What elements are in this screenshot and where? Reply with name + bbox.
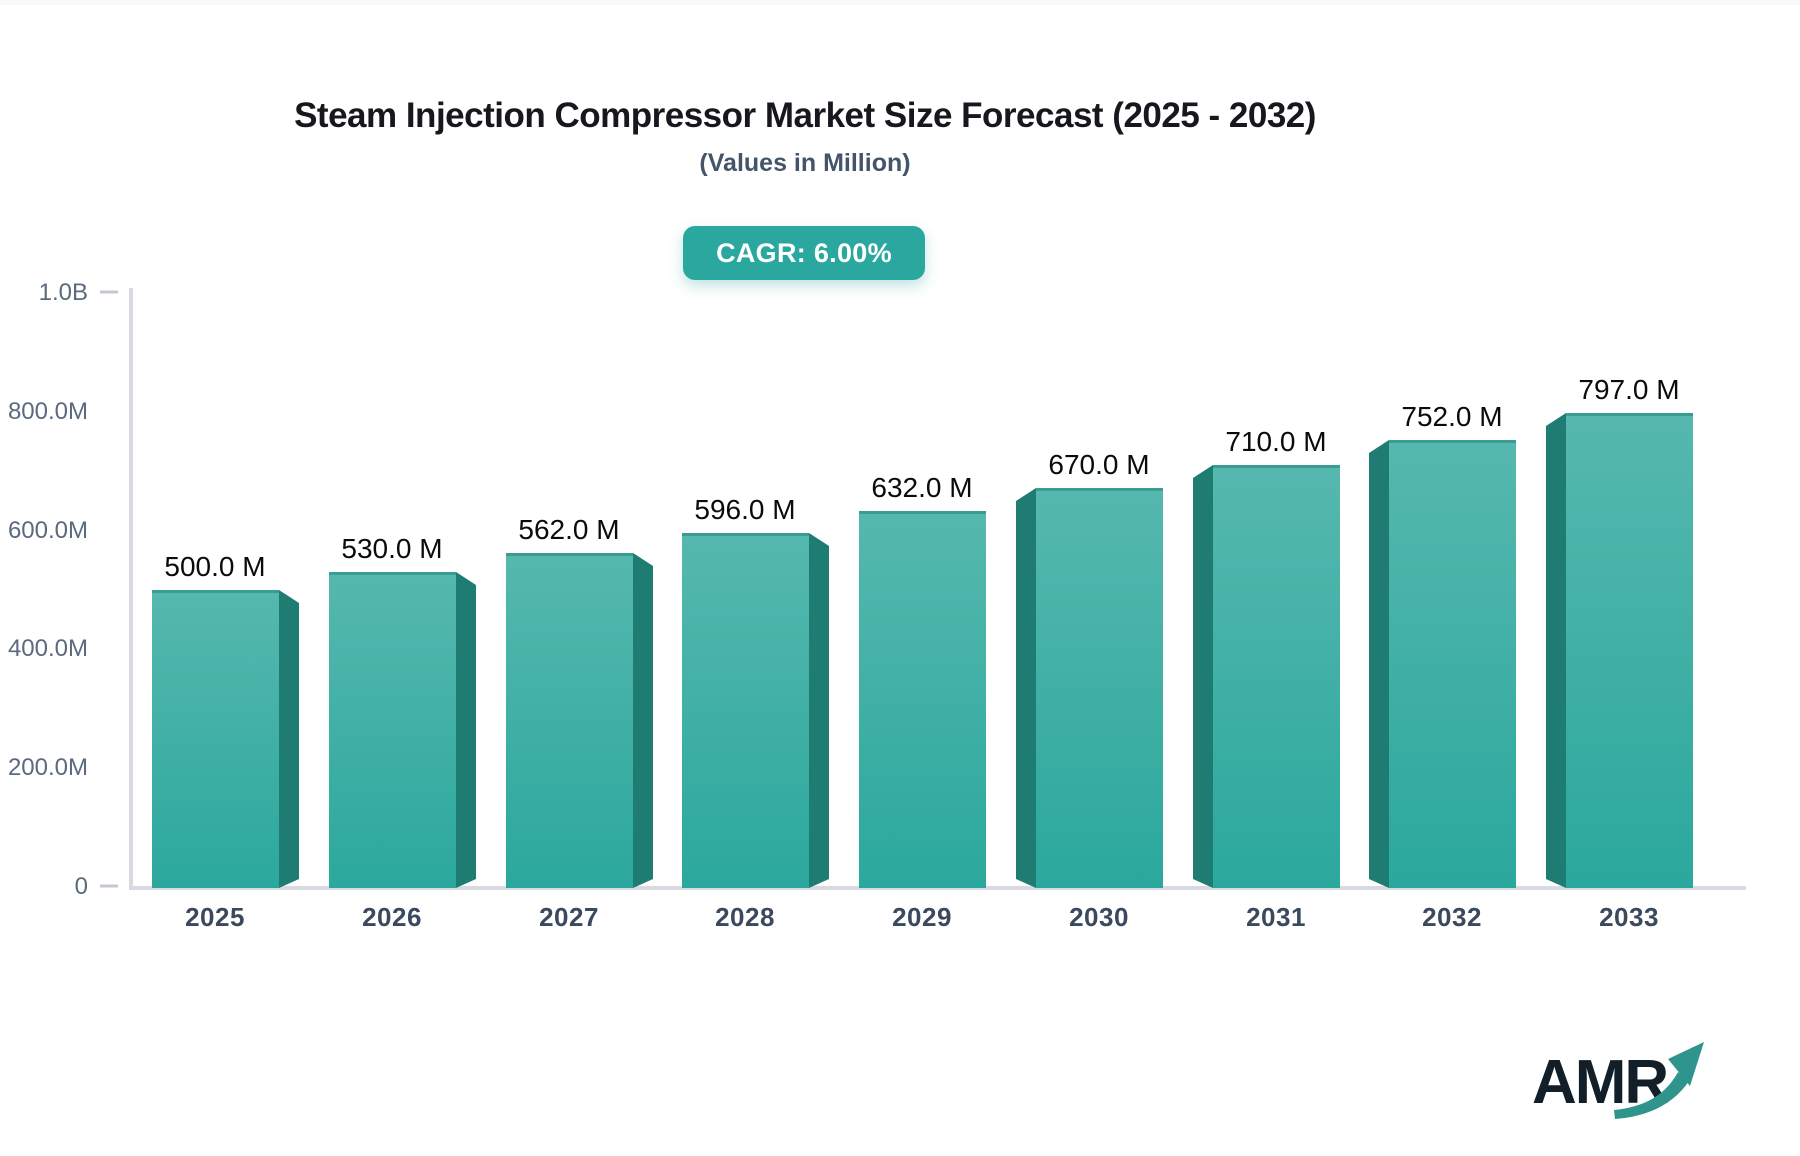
y-tick-label: 800.0M xyxy=(8,398,88,425)
x-tick-label: 2030 xyxy=(1069,902,1129,932)
bar-2030 xyxy=(1016,488,1163,888)
x-tick-label: 2027 xyxy=(539,902,599,932)
bar-2027 xyxy=(506,553,653,888)
bar-front-face xyxy=(1389,440,1516,888)
y-tick-label: 200.0M xyxy=(8,754,88,781)
bar-side-face xyxy=(1369,440,1389,888)
bar-2032 xyxy=(1369,440,1516,888)
value-label: 710.0 M xyxy=(1225,426,1326,457)
x-tick-label: 2026 xyxy=(362,902,422,932)
bar-side-face xyxy=(456,572,476,888)
bar-side-face xyxy=(1016,488,1036,888)
bar-side-face xyxy=(1546,413,1566,888)
bar-front-face xyxy=(682,533,809,888)
bar-2033 xyxy=(1546,413,1693,888)
y-tick-label: 600.0M xyxy=(8,517,88,544)
bar-front-face xyxy=(1566,413,1693,888)
value-label: 500.0 M xyxy=(164,551,265,582)
y-tick-label: 0 xyxy=(75,873,88,900)
bar-front-face xyxy=(152,590,279,888)
y-axis-line xyxy=(129,288,133,890)
bar-2028 xyxy=(682,533,829,888)
bar-2026 xyxy=(329,572,476,888)
bar-top-edge xyxy=(859,511,986,514)
x-tick-label: 2025 xyxy=(185,902,245,932)
bar-top-edge xyxy=(682,533,809,536)
bar-2031 xyxy=(1193,465,1340,888)
bar-side-face xyxy=(809,533,829,888)
bar-front-face xyxy=(1213,465,1340,888)
bar-top-edge xyxy=(506,553,633,556)
bar-side-face xyxy=(279,590,299,888)
x-tick-label: 2031 xyxy=(1246,902,1306,932)
bar-front-face xyxy=(859,511,986,888)
cagr-label: CAGR: 6.00% xyxy=(716,237,892,268)
bar-front-face xyxy=(1036,488,1163,888)
x-tick-label: 2032 xyxy=(1422,902,1482,932)
value-label: 797.0 M xyxy=(1578,374,1679,405)
value-label: 632.0 M xyxy=(871,472,972,503)
bar-2029 xyxy=(859,511,986,888)
bar-2025 xyxy=(152,590,299,888)
bar-top-edge xyxy=(1036,488,1163,491)
value-label: 530.0 M xyxy=(341,533,442,564)
value-label: 596.0 M xyxy=(694,494,795,525)
bar-front-face xyxy=(329,572,456,888)
chart-subtitle: (Values in Million) xyxy=(699,149,911,177)
y-tick-label: 1.0B xyxy=(39,279,88,306)
value-label: 752.0 M xyxy=(1401,401,1502,432)
arrow-head xyxy=(1668,1042,1704,1086)
x-tick-label: 2029 xyxy=(892,902,952,932)
bar-front-face xyxy=(506,553,633,888)
cagr-badge: CAGR: 6.00% xyxy=(683,226,925,280)
y-tick-label: 400.0M xyxy=(8,635,88,662)
bar-side-face xyxy=(1193,465,1213,888)
bar-side-face xyxy=(633,553,653,888)
x-tick-label: 2033 xyxy=(1599,902,1659,932)
bar-top-edge xyxy=(1213,465,1340,468)
top-edge-strip xyxy=(0,0,1800,5)
bar-top-edge xyxy=(1566,413,1693,416)
arrow-swoosh xyxy=(1614,1072,1689,1119)
bar-top-edge xyxy=(152,590,279,593)
value-label: 670.0 M xyxy=(1048,449,1149,480)
x-tick-label: 2028 xyxy=(715,902,775,932)
bar-top-edge xyxy=(329,572,456,575)
value-label: 562.0 M xyxy=(518,514,619,545)
chart-title: Steam Injection Compressor Market Size F… xyxy=(294,96,1316,135)
bar-top-edge xyxy=(1389,440,1516,443)
amr-logo-arrow-icon xyxy=(1614,1042,1704,1119)
